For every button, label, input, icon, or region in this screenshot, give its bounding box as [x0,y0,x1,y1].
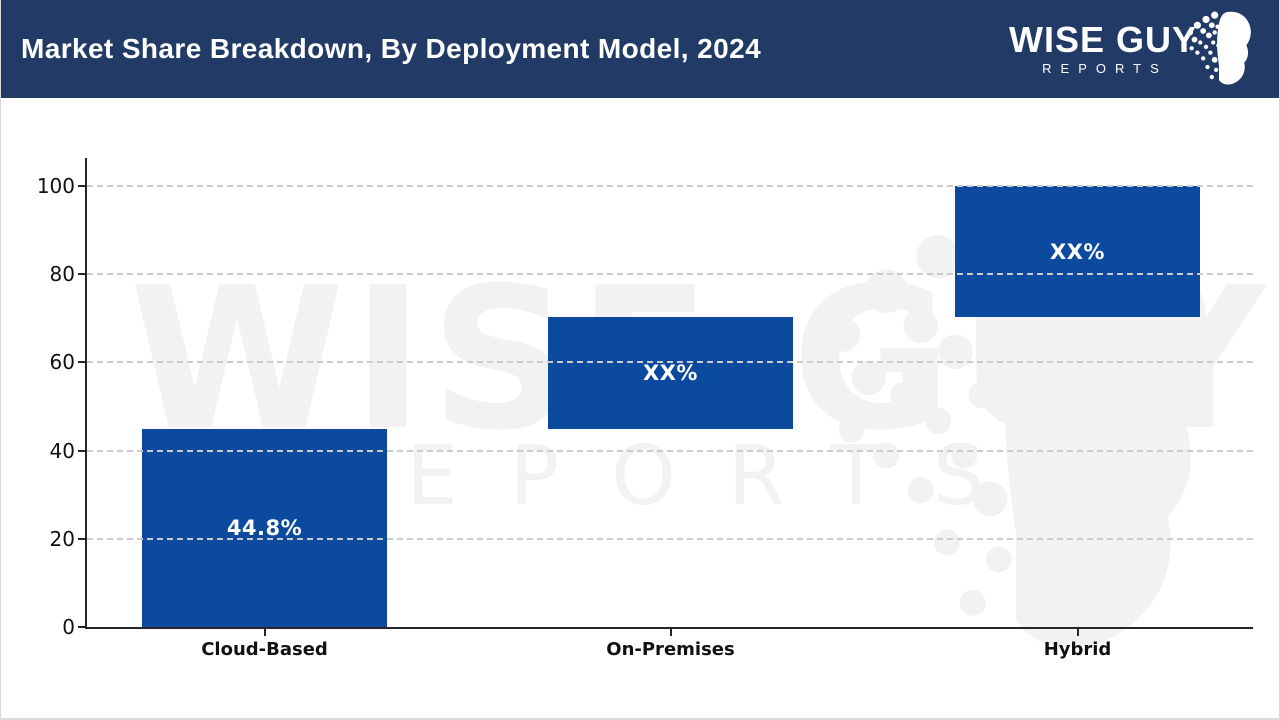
x-category-label: Hybrid [1043,639,1112,660]
watermark-text-line2: REPORTS [297,429,1037,524]
gridline [87,449,1253,452]
bar-value-label: 44.8% [226,516,303,541]
y-tick-mark [78,361,86,364]
brand-logo: WISE GUY REPORTS [1009,9,1255,89]
y-tick-label: 80 [49,262,75,287]
bar-segment: 44.8% [142,429,387,627]
y-tick-label: 40 [49,438,75,463]
y-tick-label: 0 [62,615,75,639]
gridline [87,273,1253,276]
y-tick-label: 100 [36,174,75,198]
y-tick-label: 20 [49,526,75,551]
y-tick-mark [78,626,86,628]
bar-value-label: XX% [643,361,698,386]
gridline [87,361,1253,364]
y-tick-mark [78,449,86,452]
x-tick-mark [669,628,672,636]
page-title: Market Share Breakdown, By Deployment Mo… [21,33,762,64]
x-tick-mark [1076,628,1079,636]
y-tick-mark [78,537,86,540]
bar-segment: XX% [548,317,793,430]
brand-logo-text: WISE GUY REPORTS [1008,19,1197,77]
bar-segment: XX% [955,186,1200,318]
y-axis-line [85,158,87,628]
brand-face-icon [1187,11,1251,85]
y-tick-mark [78,273,86,276]
x-axis-line [85,627,1253,629]
y-tick-label: 60 [49,350,75,375]
brand-subtitle: REPORTS [1042,61,1168,76]
y-tick-mark [78,185,86,187]
x-category-label: On-Premises [606,639,735,660]
gridline [87,537,1253,540]
x-tick-mark [263,628,266,636]
header-bar: Market Share Breakdown, By Deployment Mo… [1,0,1279,98]
x-category-label: Cloud-Based [201,639,328,660]
brand-name: WISE GUY [1008,19,1197,60]
bar-value-label: XX% [1050,239,1105,264]
gridline [87,185,1253,187]
